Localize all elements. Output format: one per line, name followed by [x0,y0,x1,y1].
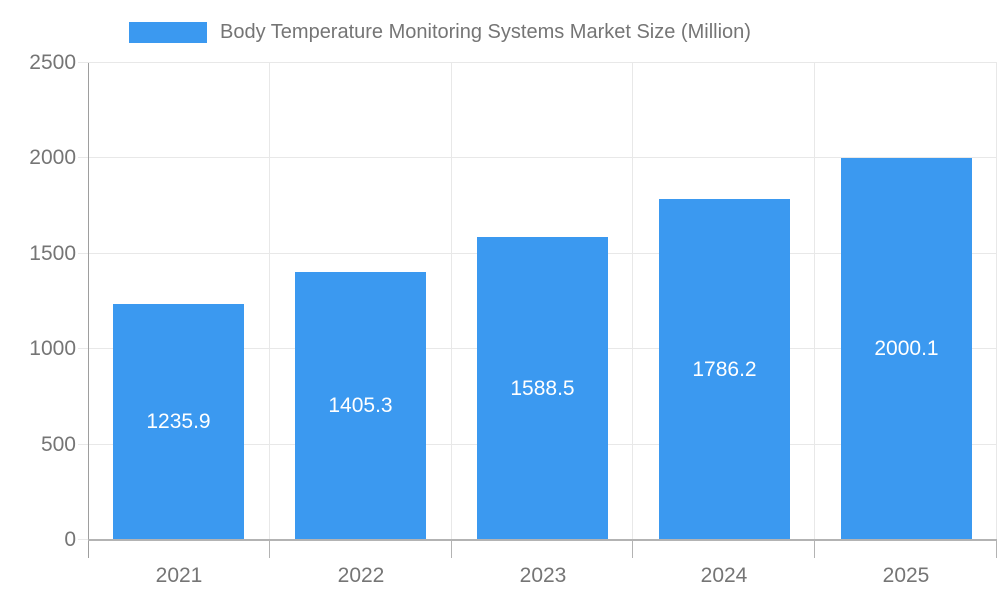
legend-label: Body Temperature Monitoring Systems Mark… [220,20,751,43]
legend-swatch [129,21,207,43]
y-axis-tick-label: 2000 [29,146,76,169]
x-axis-tick-label: 2025 [882,564,930,587]
bar-value-label: 1405.3 [328,394,393,417]
x-axis-tick-mark [451,541,452,558]
y-axis-tick-label: 1000 [29,337,76,360]
y-axis-tick-label: 0 [64,528,76,551]
gridline-horizontal [78,62,997,63]
x-axis-tick-label: 2023 [519,564,567,587]
bar [841,158,972,540]
bar [659,199,790,540]
gridline-horizontal [78,539,88,540]
y-axis-line [88,63,89,558]
gridline-vertical [451,63,452,540]
bar-value-label: 1588.5 [510,377,575,400]
gridline-vertical [269,63,270,540]
x-axis-baseline [88,539,997,541]
bar-value-label: 2000.1 [874,337,939,360]
bar-value-label: 1235.9 [146,410,211,433]
bar [477,237,608,540]
y-axis-tick-label: 1500 [29,242,76,265]
x-axis-tick-mark [996,541,997,558]
bar [295,272,426,540]
gridline-vertical [814,63,815,540]
gridline-vertical [632,63,633,540]
legend: Body Temperature Monitoring Systems Mark… [129,21,751,43]
x-axis-tick-label: 2021 [155,564,203,587]
y-axis-tick-label: 500 [40,433,76,456]
x-axis-tick-mark [814,541,815,558]
bar [113,304,244,540]
gridline-horizontal [78,157,997,158]
y-axis-tick-label: 2500 [29,51,76,74]
x-axis-tick-label: 2024 [700,564,748,587]
x-axis-tick-label: 2022 [337,564,385,587]
bar-value-label: 1786.2 [692,358,757,381]
x-axis-tick-mark [632,541,633,558]
gridline-vertical [996,63,997,540]
x-axis-tick-mark [269,541,270,558]
